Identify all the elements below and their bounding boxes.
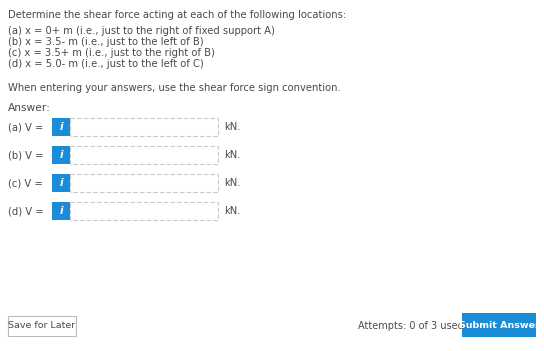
Text: (b) x = 3.5- m (i.e., just to the left of B): (b) x = 3.5- m (i.e., just to the left o… [8,37,203,47]
Text: i: i [59,122,63,132]
Text: When entering your answers, use the shear force sign convention.: When entering your answers, use the shea… [8,83,341,93]
Text: Save for Later: Save for Later [8,322,76,331]
Text: i: i [59,206,63,216]
Text: kN.: kN. [224,150,240,160]
Text: Attempts: 0 of 3 used: Attempts: 0 of 3 used [358,321,463,331]
Bar [52,118,70,136]
Text: (d) x = 5.0- m (i.e., just to the left of C): (d) x = 5.0- m (i.e., just to the left o… [8,59,204,69]
Text: i: i [59,178,63,188]
Text: kN.: kN. [224,178,240,188]
Bar [52,146,70,164]
Text: Submit Answer: Submit Answer [459,320,539,330]
Bar [52,202,70,220]
Text: Answer:: Answer: [8,103,51,113]
Text: kN.: kN. [224,122,240,132]
Text: (d) V =: (d) V = [8,206,44,216]
FancyBboxPatch shape [8,316,76,336]
FancyBboxPatch shape [70,118,218,136]
FancyBboxPatch shape [70,202,218,220]
Text: kN.: kN. [224,206,240,216]
FancyBboxPatch shape [70,146,218,164]
FancyBboxPatch shape [70,174,218,192]
Text: (b) V =: (b) V = [8,150,44,160]
Text: Determine the shear force acting at each of the following locations:: Determine the shear force acting at each… [8,10,346,20]
Text: (a) V =: (a) V = [8,122,44,132]
Text: i: i [59,150,63,160]
Bar [52,174,70,192]
FancyBboxPatch shape [462,313,536,337]
Text: (c) x = 3.5+ m (i.e., just to the right of B): (c) x = 3.5+ m (i.e., just to the right … [8,48,215,58]
Text: (c) V =: (c) V = [8,178,43,188]
Text: (a) x = 0+ m (i.e., just to the right of fixed support A): (a) x = 0+ m (i.e., just to the right of… [8,26,275,36]
